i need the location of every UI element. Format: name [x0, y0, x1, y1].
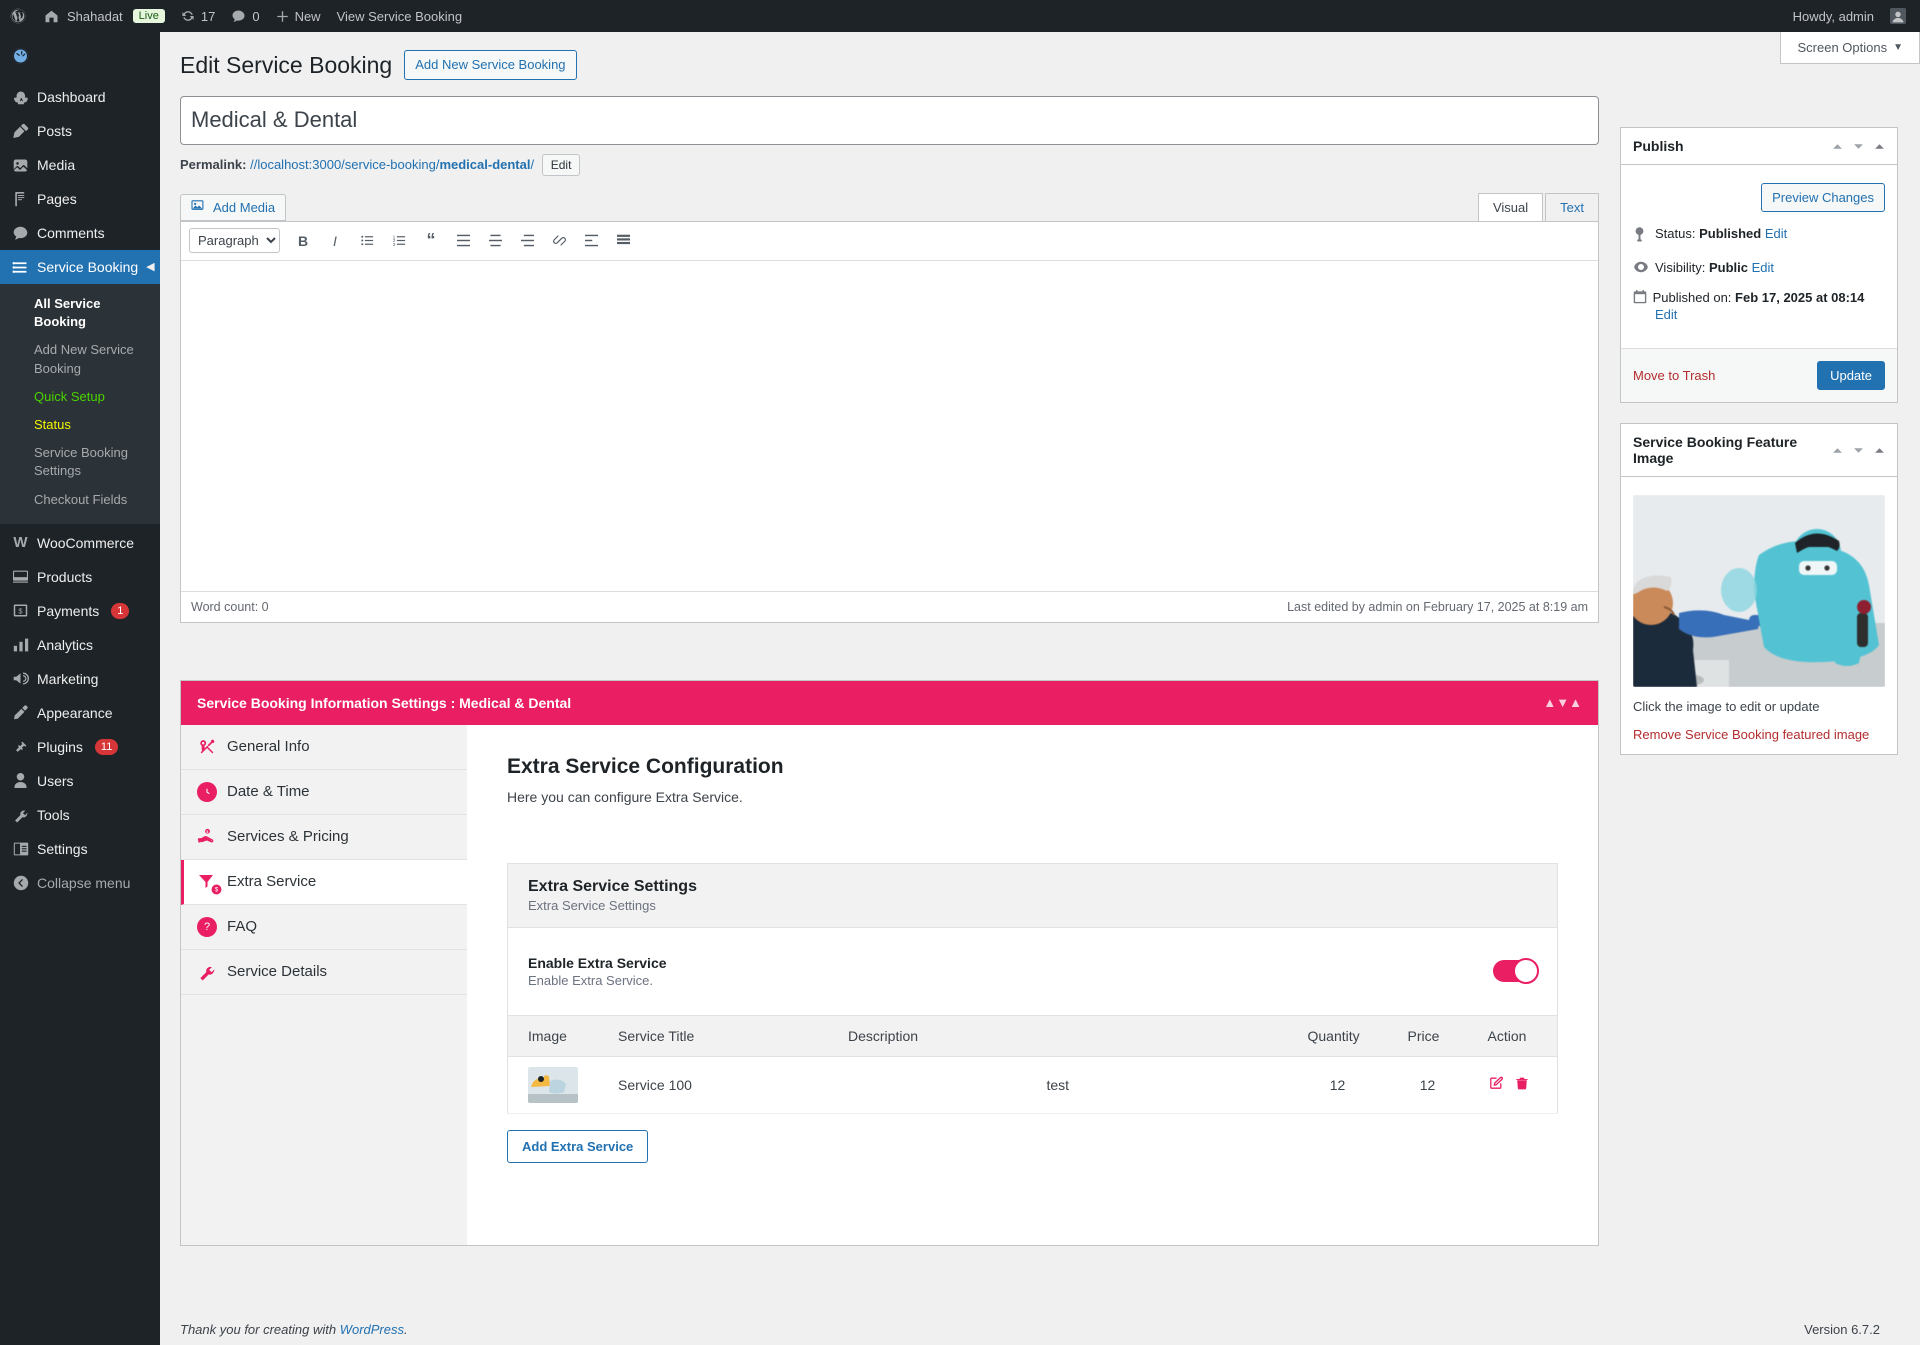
svg-text:3: 3 — [392, 242, 395, 247]
svg-text:$: $ — [206, 830, 208, 834]
